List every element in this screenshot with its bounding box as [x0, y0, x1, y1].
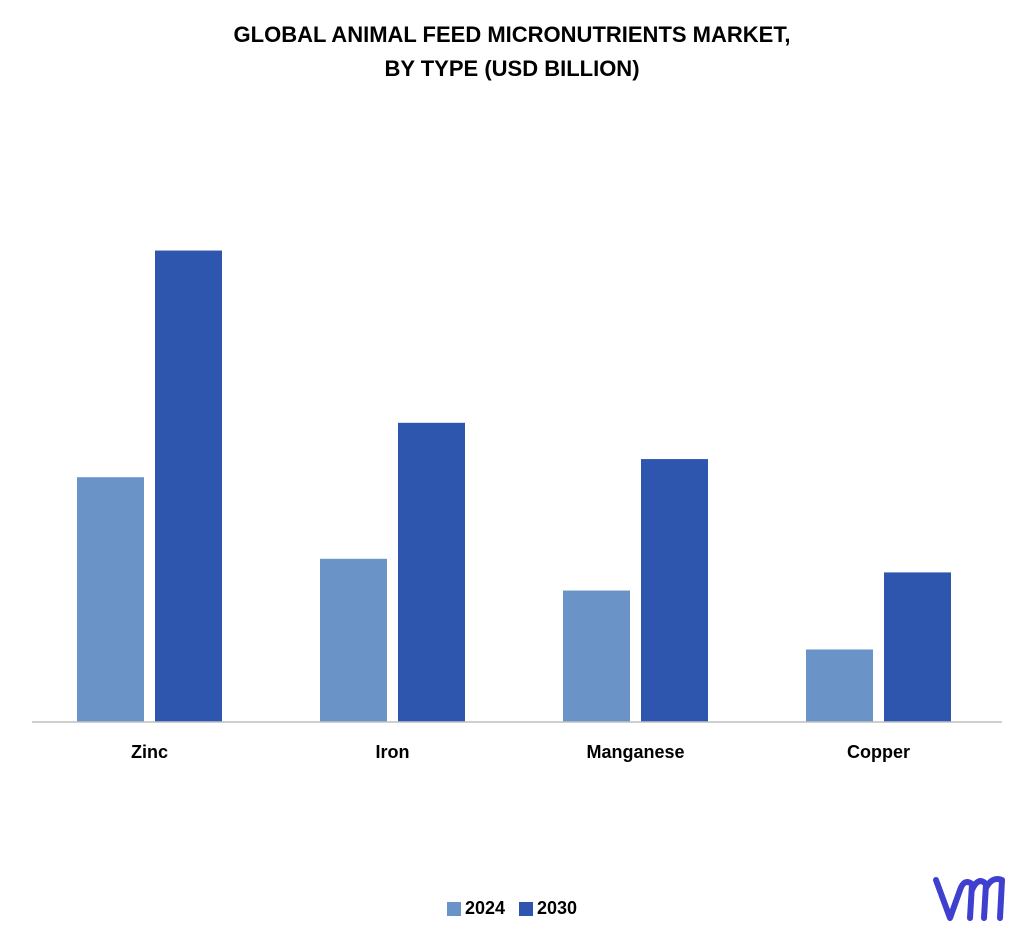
bar-zinc-2024 — [77, 477, 144, 722]
legend-label-2030: 2030 — [537, 898, 578, 918]
bar-manganese-2030 — [641, 459, 708, 722]
x-tick-label-iron: Iron — [376, 742, 410, 762]
bar-group — [77, 250, 951, 723]
x-tick-label-manganese: Manganese — [586, 742, 684, 762]
bar-manganese-2024 — [563, 590, 630, 722]
bar-copper-2030 — [884, 572, 951, 722]
legend-label-2024: 2024 — [464, 898, 505, 918]
legend-swatch-2024 — [446, 901, 461, 916]
bar-iron-2030 — [398, 422, 465, 722]
legend: 2024 2030 — [0, 898, 1024, 919]
bar-copper-2024 — [806, 649, 873, 722]
chart-title: GLOBAL ANIMAL FEED MICRONUTRIENTS MARKET… — [0, 18, 1024, 86]
legend-item-2030: 2030 — [519, 898, 577, 919]
bar-iron-2024 — [320, 558, 387, 722]
bar-zinc-2030 — [155, 250, 222, 723]
x-tick-labels: Zinc Iron Manganese Copper — [131, 742, 910, 762]
chart-title-line-1: GLOBAL ANIMAL FEED MICRONUTRIENTS MARKET… — [233, 22, 791, 47]
chart-title-line-2: BY TYPE (USD BILLION) — [384, 56, 640, 81]
x-tick-label-copper: Copper — [847, 742, 910, 762]
legend-swatch-2030 — [519, 901, 533, 916]
legend-item-2024: 2024 — [446, 898, 505, 919]
vmr-logo-icon — [933, 876, 1005, 921]
x-tick-label-zinc: Zinc — [131, 742, 168, 762]
